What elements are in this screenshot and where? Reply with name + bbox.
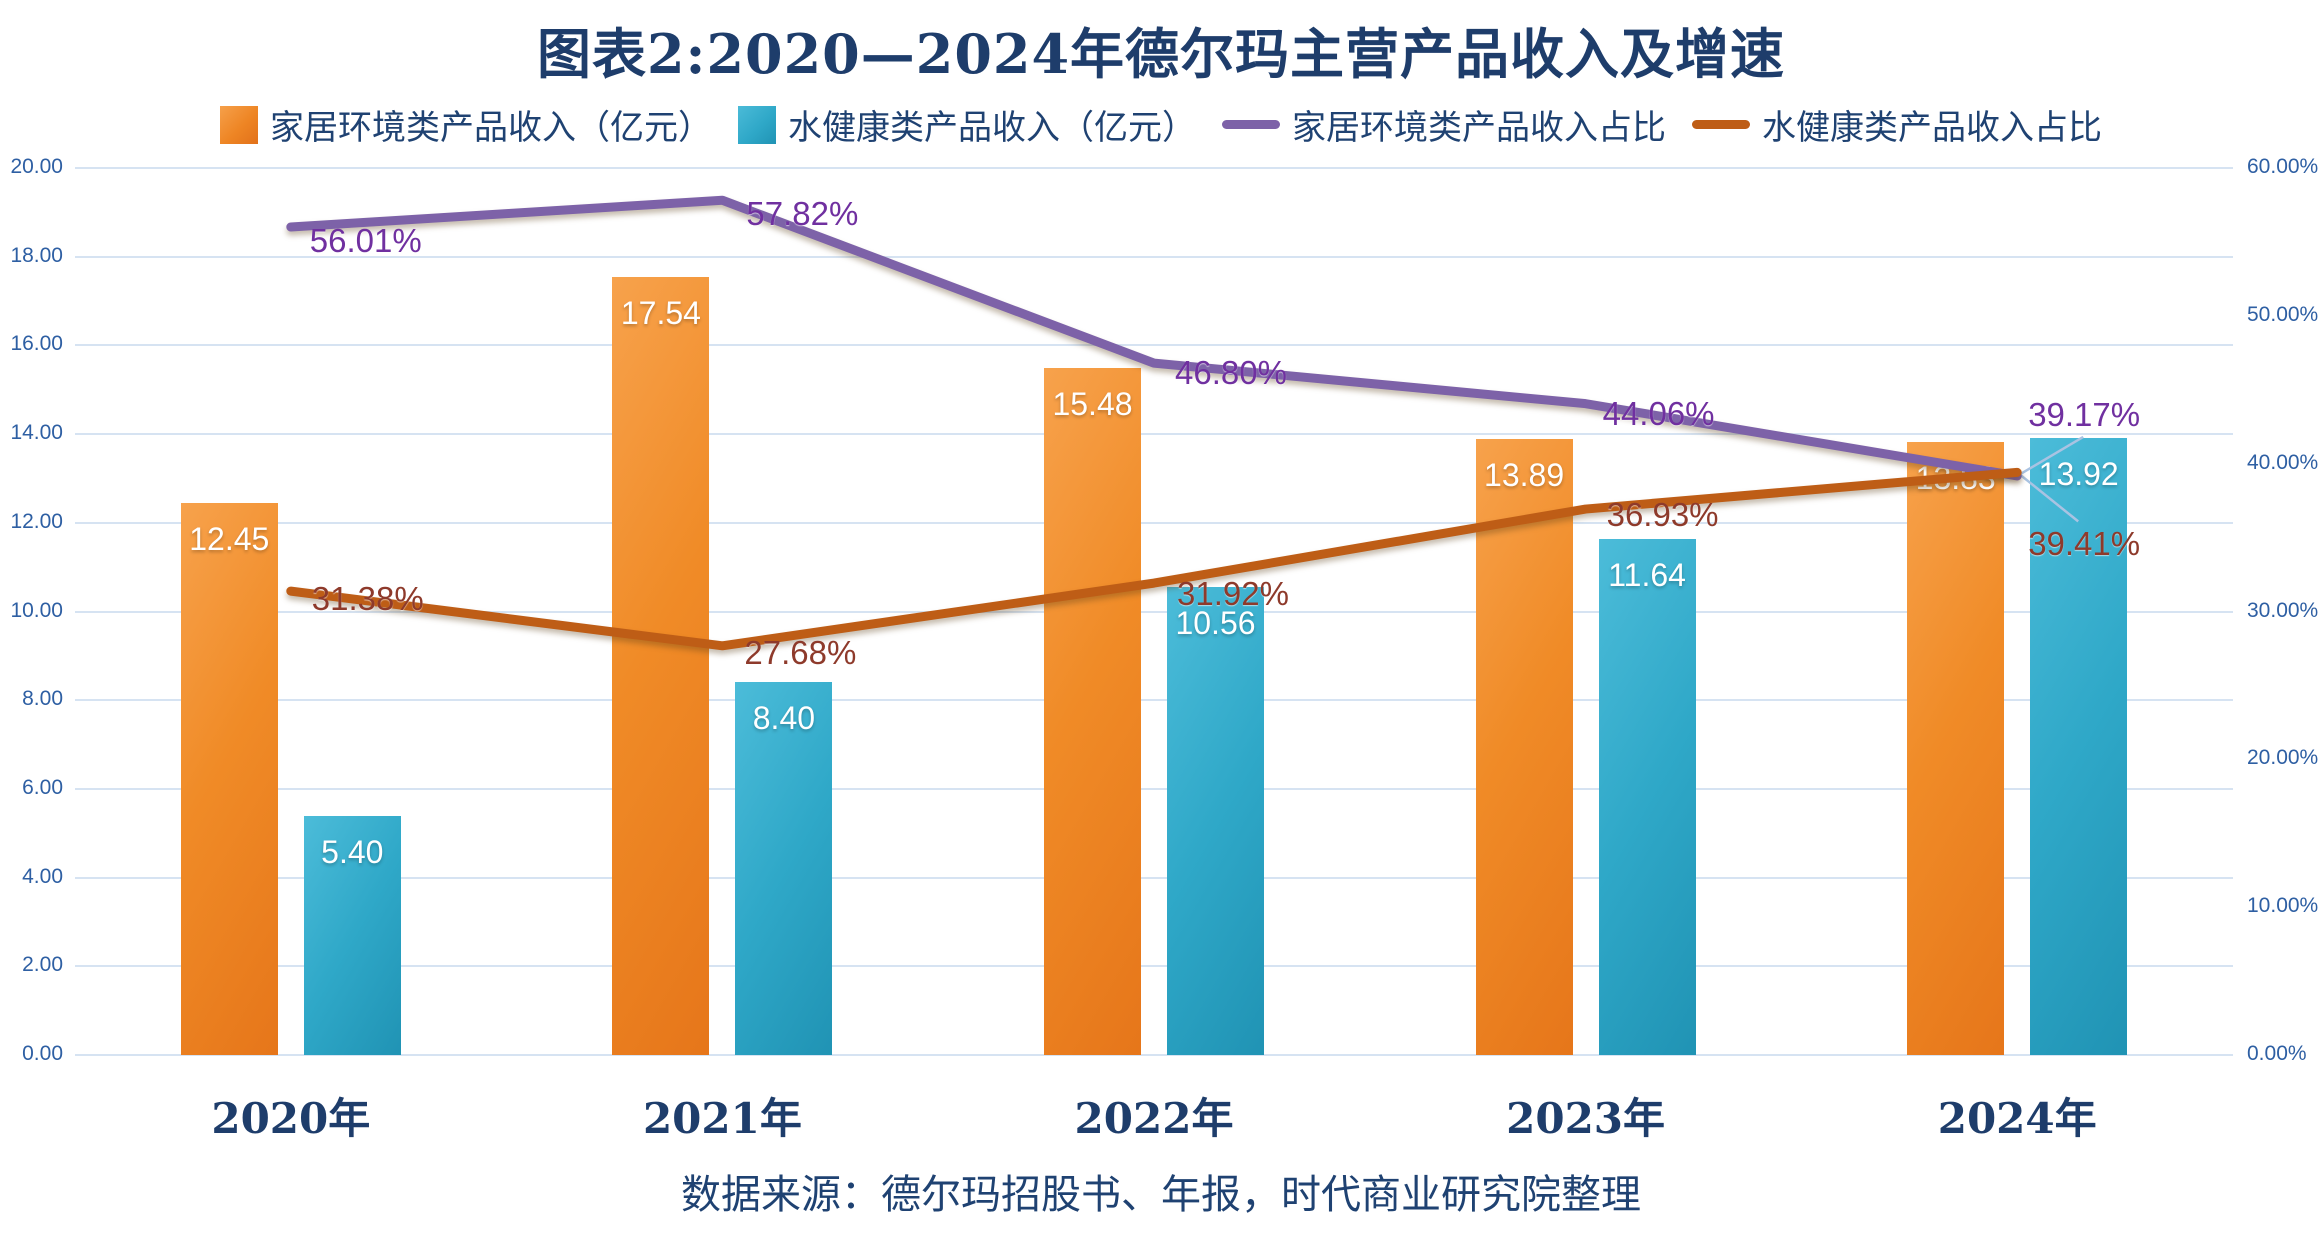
- orange-bar-swatch-icon: [220, 105, 258, 144]
- bar-value-label: 13.92: [2038, 455, 2119, 492]
- gridline: [75, 521, 2233, 524]
- left-axis-tick-label: 18.00: [10, 243, 63, 267]
- water-revenue-bar: [1598, 538, 1696, 1055]
- bar-value-label: 10.56: [1175, 604, 1256, 641]
- legend-label: 家居环境类产品收入占比: [1292, 108, 1666, 148]
- percent-data-label: 57.82%: [746, 195, 859, 233]
- legend-label: 水健康类产品收入占比: [1762, 108, 2102, 148]
- legend-item-water-revenue: 水健康类产品收入（亿元）: [738, 100, 1196, 149]
- percent-data-label: 31.38%: [311, 580, 424, 618]
- bar-value-label: 11.64: [1608, 556, 1686, 593]
- right-axis-tick-label: 20.00%: [2247, 746, 2319, 770]
- legend-item-home-share: 家居环境类产品收入占比: [1222, 100, 1666, 149]
- bar-value-label: 13.89: [1484, 456, 1565, 493]
- water-revenue-bar: [2030, 437, 2128, 1055]
- right-axis-tick-label: 60.00%: [2247, 155, 2319, 178]
- water-revenue-bar: [303, 815, 401, 1055]
- purple-line-swatch-icon: [1222, 120, 1280, 129]
- percent-data-label: 56.01%: [309, 221, 422, 259]
- gridline: [75, 1054, 2233, 1056]
- label-leader-line: [2016, 471, 2079, 523]
- percent-data-label: 31.92%: [1177, 575, 1289, 613]
- gridline: [75, 965, 2233, 968]
- right-axis-tick-label: 30.00%: [2247, 598, 2319, 622]
- home-revenue-bar: [1475, 438, 1573, 1055]
- legend-item-water-share: 水健康类产品收入占比: [1692, 100, 2102, 149]
- teal-bar-swatch-icon: [738, 105, 776, 144]
- gridline: [75, 167, 2233, 169]
- left-axis-tick-label: 14.00: [10, 421, 63, 445]
- x-axis-category-label: 2022年: [1074, 1094, 1234, 1143]
- bar-value-label: 12.45: [189, 520, 270, 557]
- left-axis-tick-label: 6.00: [22, 775, 63, 799]
- label-leader-line: [2016, 435, 2084, 478]
- gridline: [75, 787, 2233, 790]
- percent-data-label: 46.80%: [1175, 354, 1287, 392]
- gridline: [75, 255, 2233, 258]
- bar-value-label: 15.48: [1052, 386, 1133, 423]
- home-share-line: [286, 195, 2022, 481]
- x-axis-category-label: 2021年: [642, 1094, 802, 1143]
- legend-label: 家居环境类产品收入（亿元）: [270, 108, 712, 148]
- brown-line-swatch-icon: [1692, 120, 1750, 129]
- right-axis-tick-label: 50.00%: [2247, 302, 2319, 326]
- chart-title: 图表2:2020—2024年德尔玛主营产品收入及增速: [536, 22, 1786, 86]
- gridline: [75, 699, 2233, 702]
- left-axis-tick-label: 2.00: [22, 953, 63, 977]
- bar-value-label: 5.40: [321, 833, 384, 870]
- left-axis-tick-label: 10.00: [10, 598, 63, 622]
- right-axis-tick-label: 40.00%: [2247, 450, 2319, 474]
- left-axis-tick-label: 0.00: [22, 1042, 63, 1065]
- x-axis-category-label: 2024年: [1937, 1094, 2097, 1143]
- right-axis-tick-label: 0.00%: [2247, 1042, 2307, 1065]
- left-axis-tick-label: 8.00: [22, 687, 63, 711]
- gridline: [75, 610, 2233, 613]
- bar-value-label: 8.40: [752, 700, 816, 737]
- percent-data-label: 27.68%: [744, 633, 857, 671]
- chart-legend: 家居环境类产品收入（亿元） 水健康类产品收入（亿元） 家居环境类产品收入占比 水…: [0, 100, 2322, 149]
- left-axis-tick-label: 20.00: [10, 155, 63, 178]
- legend-label: 水健康类产品收入（亿元）: [788, 108, 1196, 148]
- right-axis-tick-label: 10.00%: [2247, 894, 2319, 918]
- percent-data-label: 36.93%: [1606, 496, 1719, 534]
- bar-value-label: 17.54: [620, 295, 701, 332]
- gridline: [75, 344, 2233, 347]
- water-revenue-bar: [735, 682, 833, 1055]
- x-axis-category-label: 2023年: [1506, 1094, 1666, 1143]
- gridline: [75, 433, 2233, 436]
- water-share-line: [286, 467, 2022, 651]
- percent-data-label: 44.06%: [1602, 394, 1715, 432]
- x-axis-category-label: 2020年: [211, 1094, 371, 1143]
- left-axis-tick-label: 16.00: [10, 332, 63, 356]
- water-revenue-bar: [1167, 586, 1264, 1055]
- left-axis-tick-label: 12.00: [10, 509, 63, 533]
- legend-item-home-revenue: 家居环境类产品收入（亿元）: [220, 100, 712, 149]
- data-source-note: 数据来源：德尔玛招股书、年报，时代商业研究院整理: [681, 1172, 1641, 1218]
- home-revenue-bar: [612, 277, 710, 1055]
- home-revenue-bar: [180, 502, 278, 1055]
- percent-data-label: 39.17%: [2028, 395, 2141, 433]
- home-revenue-bar: [1044, 368, 1141, 1055]
- percent-data-label: 39.41%: [2028, 525, 2141, 563]
- left-axis-tick-label: 4.00: [22, 864, 63, 888]
- home-revenue-bar: [1907, 441, 2005, 1055]
- gridline: [75, 876, 2233, 879]
